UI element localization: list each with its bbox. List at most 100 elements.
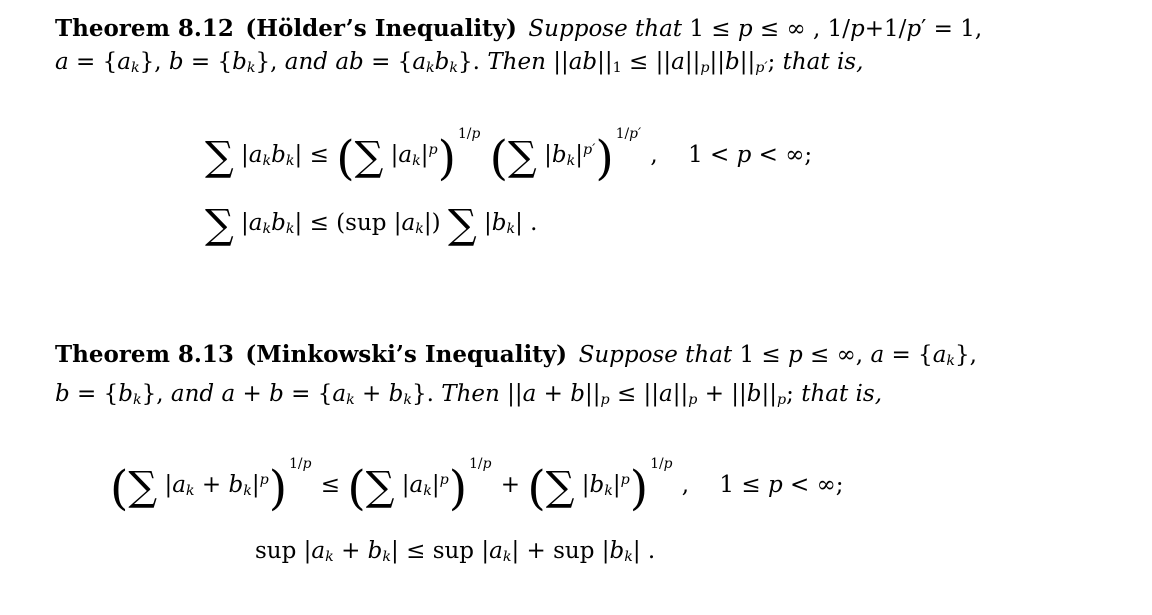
math-token: p xyxy=(620,472,630,489)
math-token: a xyxy=(671,49,685,75)
math-token: ∑ xyxy=(205,134,234,180)
math-token: 1 ≤ xyxy=(689,16,738,42)
math-token: | xyxy=(476,210,492,237)
math-token: = { xyxy=(371,49,413,75)
math-token: k xyxy=(246,60,256,77)
math-token: a xyxy=(870,342,885,369)
math-token: p xyxy=(849,16,865,42)
math-token: | ≤ sup | xyxy=(391,538,490,565)
math-token: | xyxy=(233,141,249,168)
math-token: a xyxy=(248,141,263,168)
holder-inequality-sup-equation: ∑ |akbk| ≤ (sup |ak|) ∑ |bk| . xyxy=(205,194,1107,258)
math-token: p xyxy=(688,392,698,409)
math-token: and a xyxy=(170,381,243,408)
math-token: = { xyxy=(69,381,119,408)
math-token: ( xyxy=(347,461,366,517)
math-token: Then xyxy=(487,49,554,75)
math-token: b xyxy=(551,141,567,168)
math-token: | + sup | xyxy=(511,538,610,565)
math-token: k xyxy=(506,221,516,238)
math-token: ≤ xyxy=(313,472,348,499)
math-token: k xyxy=(566,153,576,170)
math-token: ∑ xyxy=(447,202,477,249)
minkowski-inequality-sup-equation: sup |ak + bk| ≤ sup |ak| + sup |bk| . xyxy=(255,524,1107,584)
theorem-8-13-statement-line-1: Theorem 8.13 (Minkowski’s Inequality) Su… xyxy=(55,338,1107,378)
math-token: a xyxy=(332,381,347,408)
math-token: 1/ xyxy=(289,456,303,473)
math-token: Suppose that xyxy=(578,342,740,369)
math-token: b xyxy=(118,381,133,408)
math-token: a xyxy=(55,49,69,75)
math-token: + xyxy=(333,538,368,565)
math-token: k xyxy=(403,392,412,409)
math-token: b xyxy=(434,49,450,75)
math-token: || xyxy=(553,49,569,75)
textbook-page: Theorem 8.12 (Hölder’s Inequality) Suppo… xyxy=(55,15,1107,584)
math-token: a xyxy=(932,342,947,369)
math-token: p′ xyxy=(755,60,768,77)
math-token: 1 < xyxy=(688,141,737,168)
math-token: || xyxy=(597,49,613,75)
math-token: | . xyxy=(632,538,656,565)
math-token: p xyxy=(767,472,783,499)
math-token: ≤ ∞, xyxy=(802,342,871,369)
math-token: b xyxy=(388,381,404,408)
math-token: = { xyxy=(291,381,333,408)
math-token: ′ = 1, xyxy=(921,16,983,42)
math-token: | xyxy=(536,141,552,168)
math-token: || xyxy=(684,49,701,75)
theorem-8-13-statement-line-2: b = {bk}, and a + b = {ak + bk}. Then ||… xyxy=(55,378,1107,417)
math-token: p′ xyxy=(629,125,642,142)
math-token: | xyxy=(157,472,173,499)
math-token: ) xyxy=(595,131,614,187)
math-token: k xyxy=(262,153,272,170)
math-token: | xyxy=(420,141,429,168)
math-token: 1/ xyxy=(469,456,483,473)
math-token: ∑ xyxy=(365,464,395,511)
math-token: + xyxy=(536,381,571,408)
math-token: a xyxy=(398,141,413,168)
math-token: b xyxy=(228,472,244,499)
math-token: < ∞; xyxy=(751,141,813,168)
math-token: p xyxy=(302,456,312,473)
math-token: , xyxy=(674,472,720,499)
math-token: p xyxy=(700,60,710,77)
math-token: | ≤ (sup | xyxy=(294,210,402,237)
math-token: ) xyxy=(629,461,649,517)
minkowski-inequality-lp-equation: (∑ |ak + bk|p) 1/p ≤ (∑ |ak|p) 1/p + (∑ |b… xyxy=(110,447,1107,524)
math-token: || xyxy=(739,49,756,75)
math-token: ) xyxy=(448,461,468,517)
math-token: + xyxy=(194,472,229,499)
math-token: k xyxy=(604,483,613,500)
math-token: p′ xyxy=(582,142,596,159)
math-token xyxy=(482,142,489,168)
math-token: b xyxy=(271,141,286,168)
math-token: }. xyxy=(458,49,488,75)
math-token: | xyxy=(612,472,621,499)
math-token: ; xyxy=(767,49,783,75)
math-token: a xyxy=(409,472,424,499)
math-token: }, xyxy=(955,342,977,369)
math-token: = { xyxy=(68,49,118,75)
math-token: k xyxy=(423,483,432,500)
math-token: k xyxy=(285,153,295,170)
math-token: a xyxy=(489,538,503,565)
math-token: ab xyxy=(568,49,598,75)
math-token: || xyxy=(672,381,689,408)
math-token: + xyxy=(242,381,270,408)
math-token: | xyxy=(383,141,399,168)
math-token: Theorem 8.13 (Minkowski’s Inequality) xyxy=(55,341,579,369)
math-token: ≤ ∞ , 1/ xyxy=(752,16,850,42)
math-token: Theorem 8.12 (Hölder’s Inequality) xyxy=(55,15,529,42)
math-token: ( xyxy=(527,461,546,517)
math-token: }, xyxy=(255,49,285,75)
math-token: Suppose that xyxy=(528,16,690,42)
math-token: ( xyxy=(489,131,509,187)
math-token: b xyxy=(168,49,184,75)
math-token: and ab xyxy=(284,49,372,75)
math-token: || xyxy=(761,381,778,408)
math-token: ∑ xyxy=(354,134,384,180)
math-token: = { xyxy=(183,49,233,75)
math-token: k xyxy=(412,153,421,170)
math-token: +1/ xyxy=(864,16,907,42)
